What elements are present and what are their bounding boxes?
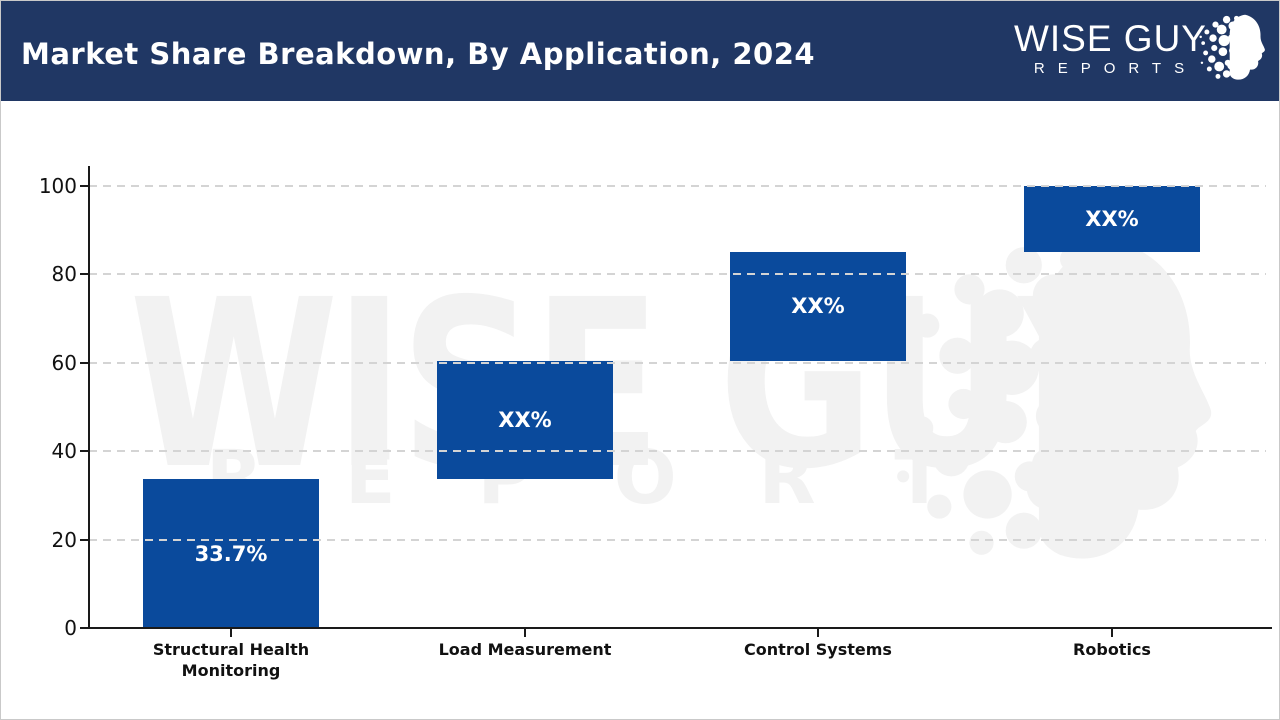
bar-value-label: 33.7% [194,541,268,566]
y-axis-spine [88,166,90,629]
bar-load-measurement: XX% [437,361,613,480]
gridline [89,185,1266,187]
brand-name: WISE GUY [1013,18,1207,60]
logo-head-icon [1199,14,1265,80]
x-tick-mark [230,629,232,637]
y-tick-label: 60 [51,350,77,375]
brand-logo-text: WISE GUY REPORTS [1013,18,1207,77]
bar-structural-health-monitoring: 33.7% [143,479,319,628]
x-tick-mark [524,629,526,637]
y-tick-label: 20 [51,527,77,552]
y-tick-mark [80,538,88,541]
bar-robotics: XX% [1024,186,1200,252]
brand-subname: REPORTS [1033,59,1198,77]
gridline [89,450,1266,453]
gridline [89,273,1266,276]
bar-value-label: XX% [1085,206,1139,231]
header: Market Share Breakdown, By Application, … [1,1,1279,101]
watermark-head-icon [891,241,1212,559]
bar-value-label: XX% [791,294,845,319]
brand-logo: WISE GUY REPORTS [1014,7,1271,89]
y-tick-label: 100 [38,174,77,198]
y-tick-mark [80,450,88,453]
bar-value-label: XX% [498,408,552,433]
category-label-control-systems: Control Systems [744,640,892,659]
category-label-load-measurement: Load Measurement [438,640,612,659]
x-tick-mark [817,629,819,637]
x-axis-spine [88,627,1272,629]
page-title: Market Share Breakdown, By Application, … [21,37,816,71]
gridline [89,361,1266,364]
y-tick-mark [80,185,88,187]
y-tick-mark [80,627,88,629]
gridline [89,538,1266,541]
y-tick-label: 80 [51,262,77,287]
y-tick-label: 0 [64,616,77,640]
y-tick-mark [80,273,88,276]
y-tick-mark [80,361,88,364]
category-label-robotics: Robotics [1073,640,1151,659]
bar-control-systems: XX% [730,251,906,362]
x-tick-mark [1111,629,1113,637]
category-label-structural-health-monitoring: Structural Health Monitoring [152,640,310,680]
y-tick-label: 40 [51,439,77,464]
